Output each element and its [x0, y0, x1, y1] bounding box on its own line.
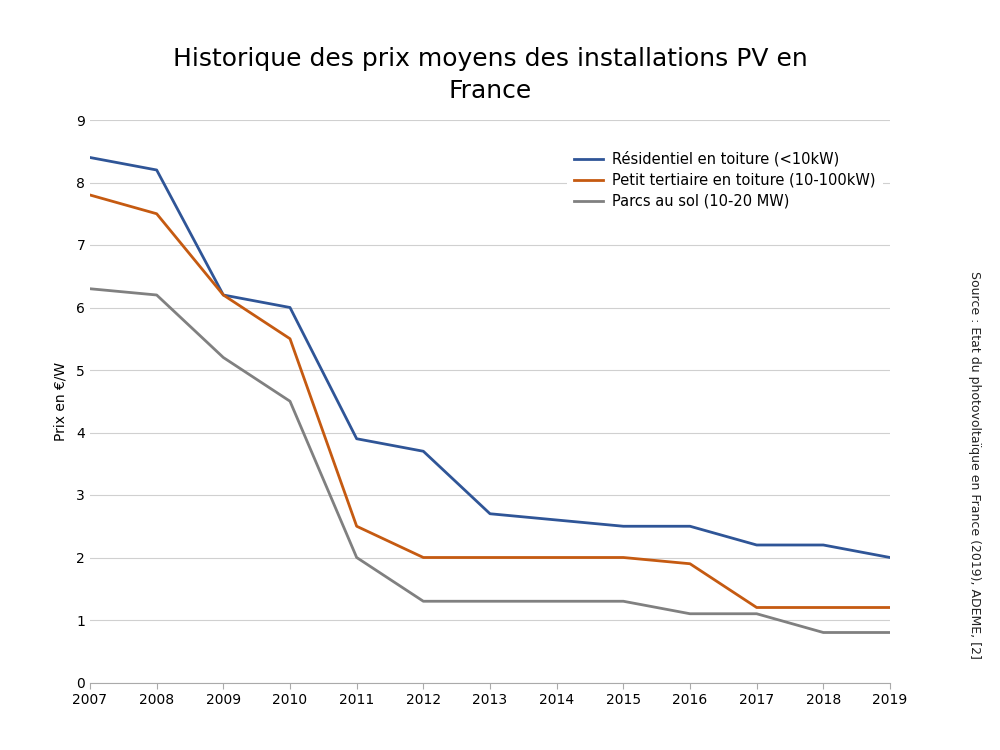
Petit tertiaire en toiture (10-100kW) [484, 553, 496, 562]
Petit tertiaire en toiture (10-100kW) [551, 553, 563, 562]
Title: Historique des prix moyens des installations PV en
France: Historique des prix moyens des installat… [173, 47, 807, 103]
Parcs au sol (10-20 MW) [884, 628, 896, 637]
Parcs au sol (10-20 MW) [484, 597, 496, 606]
Y-axis label: Prix en €/W: Prix en €/W [54, 362, 68, 441]
Petit tertiaire en toiture (10-100kW) [751, 603, 763, 612]
Résidentiel en toiture (<10kW) [551, 515, 563, 524]
Petit tertiaire en toiture (10-100kW) [151, 209, 163, 218]
Line: Résidentiel en toiture (<10kW): Résidentiel en toiture (<10kW) [90, 158, 890, 557]
Parcs au sol (10-20 MW) [817, 628, 829, 637]
Résidentiel en toiture (<10kW) [617, 522, 629, 531]
Résidentiel en toiture (<10kW) [484, 509, 496, 518]
Line: Parcs au sol (10-20 MW): Parcs au sol (10-20 MW) [90, 289, 890, 632]
Parcs au sol (10-20 MW) [684, 609, 696, 618]
Text: Source : Etat du photovoltaïque en France (2019), ADEME, [2]: Source : Etat du photovoltaïque en Franc… [968, 271, 982, 659]
Résidentiel en toiture (<10kW) [284, 303, 296, 312]
Petit tertiaire en toiture (10-100kW) [84, 190, 96, 200]
Résidentiel en toiture (<10kW) [684, 522, 696, 531]
Parcs au sol (10-20 MW) [751, 609, 763, 618]
Petit tertiaire en toiture (10-100kW) [351, 522, 363, 531]
Parcs au sol (10-20 MW) [351, 553, 363, 562]
Parcs au sol (10-20 MW) [284, 397, 296, 406]
Parcs au sol (10-20 MW) [151, 290, 163, 299]
Parcs au sol (10-20 MW) [617, 597, 629, 606]
Parcs au sol (10-20 MW) [84, 284, 96, 293]
Résidentiel en toiture (<10kW) [351, 434, 363, 443]
Petit tertiaire en toiture (10-100kW) [284, 334, 296, 344]
Petit tertiaire en toiture (10-100kW) [217, 290, 229, 299]
Petit tertiaire en toiture (10-100kW) [884, 603, 896, 612]
Parcs au sol (10-20 MW) [217, 353, 229, 362]
Résidentiel en toiture (<10kW) [217, 290, 229, 299]
Legend: Résidentiel en toiture (<10kW), Petit tertiaire en toiture (10-100kW), Parcs au : Résidentiel en toiture (<10kW), Petit te… [567, 144, 883, 216]
Résidentiel en toiture (<10kW) [884, 553, 896, 562]
Petit tertiaire en toiture (10-100kW) [617, 553, 629, 562]
Parcs au sol (10-20 MW) [551, 597, 563, 606]
Résidentiel en toiture (<10kW) [417, 447, 429, 456]
Petit tertiaire en toiture (10-100kW) [417, 553, 429, 562]
Résidentiel en toiture (<10kW) [817, 541, 829, 550]
Parcs au sol (10-20 MW) [417, 597, 429, 606]
Résidentiel en toiture (<10kW) [151, 166, 163, 175]
Line: Petit tertiaire en toiture (10-100kW): Petit tertiaire en toiture (10-100kW) [90, 195, 890, 608]
Petit tertiaire en toiture (10-100kW) [817, 603, 829, 612]
Résidentiel en toiture (<10kW) [751, 541, 763, 550]
Résidentiel en toiture (<10kW) [84, 153, 96, 162]
Petit tertiaire en toiture (10-100kW) [684, 560, 696, 568]
